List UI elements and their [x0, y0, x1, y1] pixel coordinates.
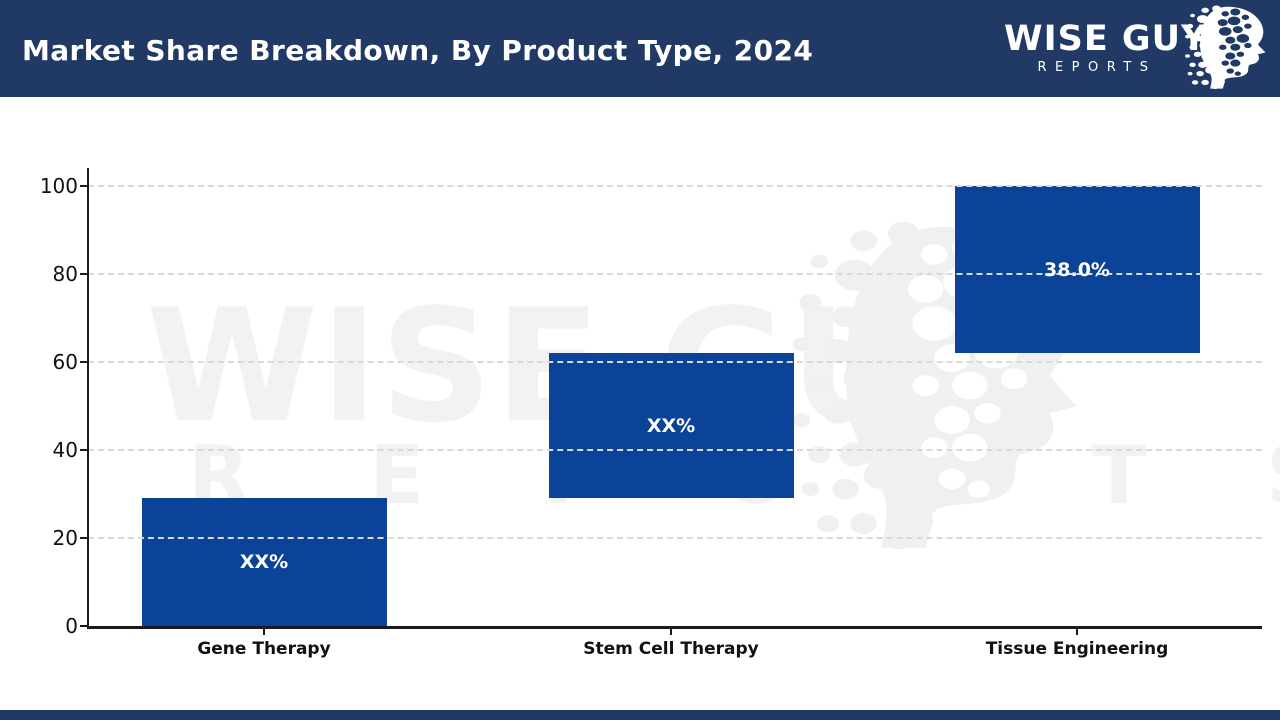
- chart-title: Market Share Breakdown, By Product Type,…: [22, 34, 814, 67]
- bar-tissue-engineering: [954, 186, 1200, 354]
- x-axis-spine: [87, 626, 1262, 629]
- x-tick-mark: [1076, 629, 1078, 635]
- bar-gene-therapy: [141, 498, 387, 626]
- gridline-80: [88, 273, 1262, 275]
- y-tick-mark: [80, 185, 88, 187]
- gridline-20: [88, 537, 1262, 539]
- logo-head-icon: [1185, 5, 1266, 90]
- category-label-tissue-engineering: Tissue Engineering: [985, 639, 1169, 659]
- y-axis-tick-label: 0: [65, 614, 78, 638]
- category-label-stem-cell-therapy: Stem Cell Therapy: [583, 639, 759, 659]
- y-tick-mark: [80, 361, 88, 363]
- header-bar: Market Share Breakdown, By Product Type,…: [0, 0, 1280, 97]
- wise-guy-reports-logo: WISE GUY REPORTS: [1004, 0, 1270, 97]
- x-tick-mark: [670, 629, 672, 635]
- y-axis-spine: [87, 168, 89, 629]
- y-tick-mark: [80, 625, 88, 627]
- logo-reports-text: REPORTS: [1037, 59, 1157, 75]
- y-tick-mark: [80, 449, 88, 451]
- y-axis-tick-label: 80: [52, 262, 78, 286]
- category-label-gene-therapy: Gene Therapy: [197, 639, 331, 659]
- x-tick-mark: [263, 629, 265, 635]
- y-axis-tick-label: 60: [52, 350, 78, 374]
- gridline-40: [88, 449, 1262, 451]
- y-axis-tick-label: 20: [52, 526, 78, 550]
- bar-value-label: XX%: [646, 414, 696, 437]
- bar-value-label: XX%: [239, 551, 289, 574]
- gridline-60: [88, 361, 1262, 363]
- y-axis-tick-label: 40: [52, 438, 78, 462]
- y-tick-mark: [80, 273, 88, 275]
- gridline-100: [88, 185, 1262, 187]
- logo-wiseguy-text: WISE GUY: [1004, 19, 1208, 59]
- bar-value-label: 38.0%: [1044, 258, 1110, 281]
- y-tick-mark: [80, 537, 88, 539]
- y-axis-tick-label: 100: [39, 174, 78, 198]
- footer-bar: [0, 710, 1280, 720]
- logo-text: WISE GUY REPORTS: [1004, 19, 1208, 75]
- bar-stem-cell-therapy: [548, 353, 794, 499]
